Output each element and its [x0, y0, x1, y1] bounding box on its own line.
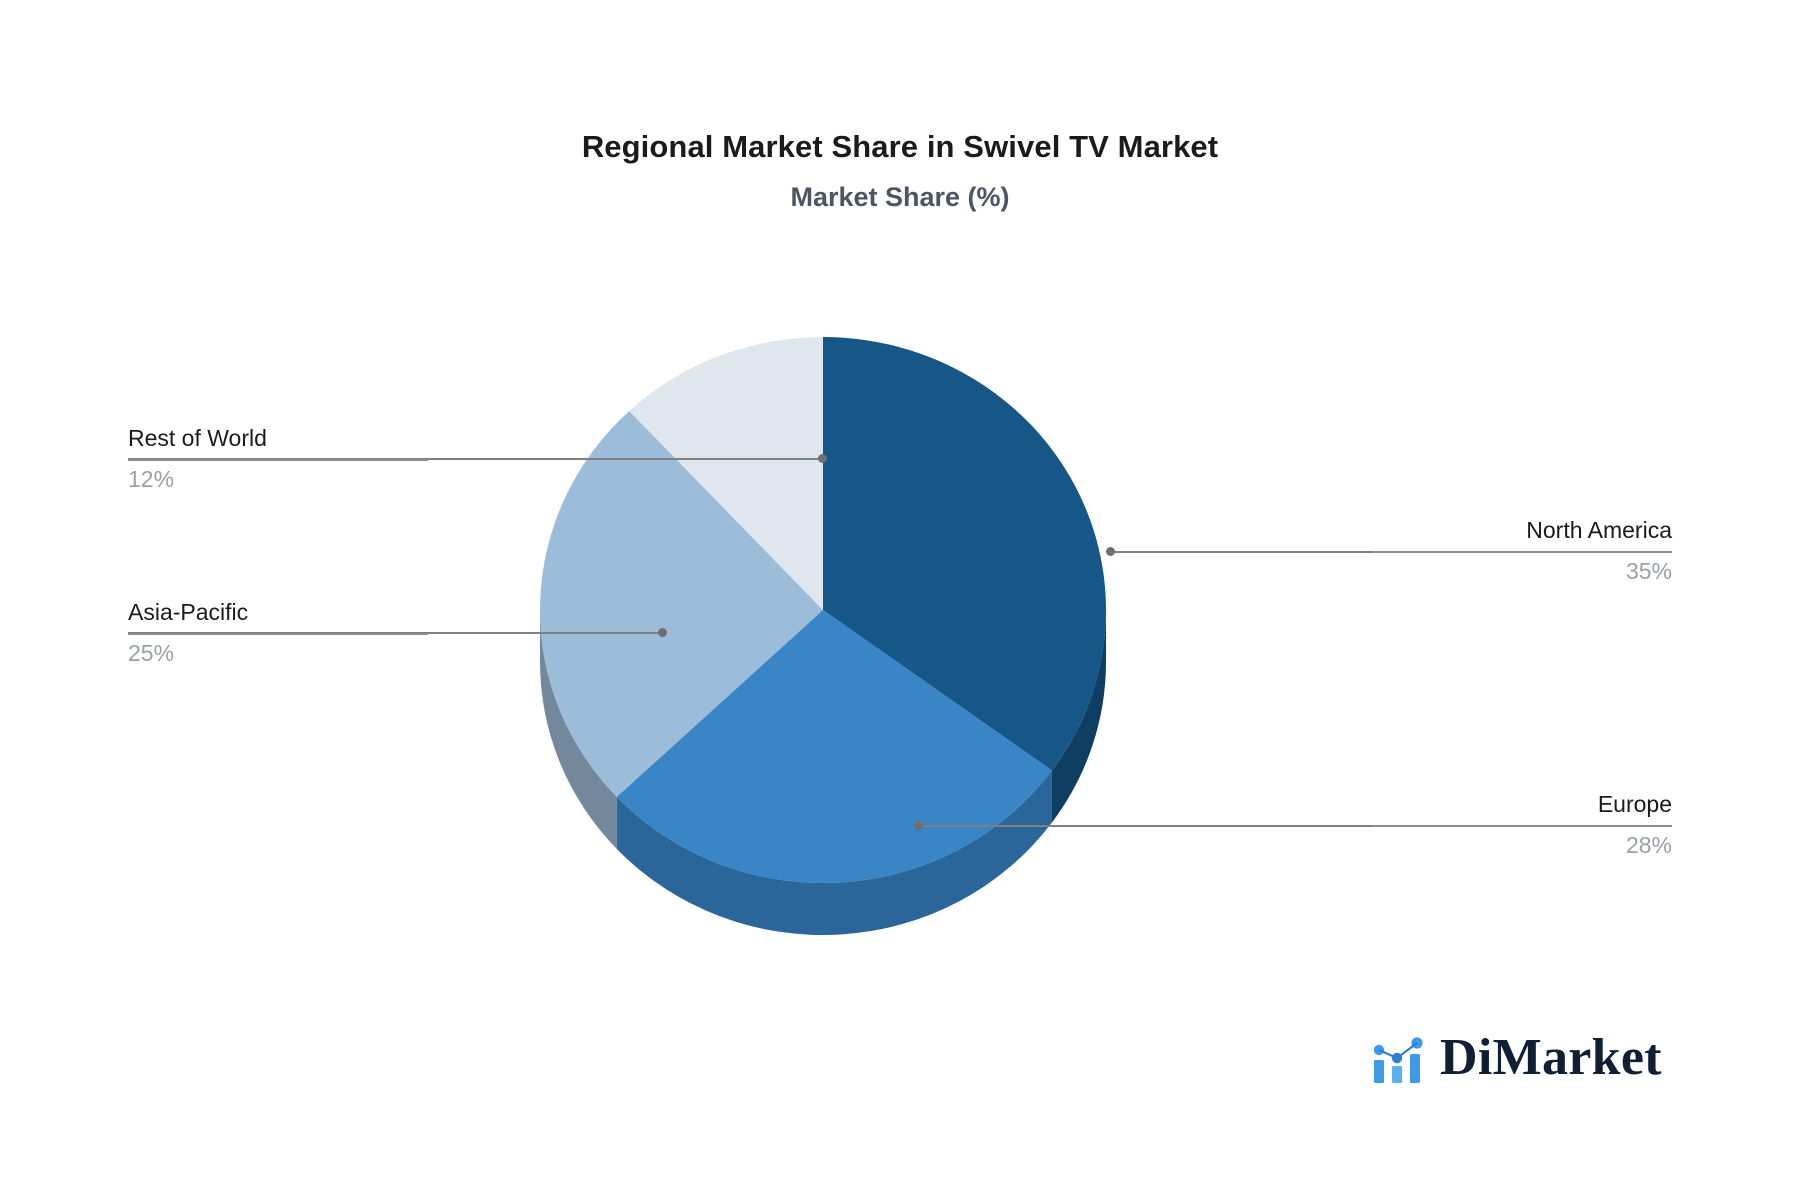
callout-rest-of-world: Rest of World 12% — [128, 424, 428, 494]
callout-europe: Europe 28% — [1372, 790, 1672, 860]
pie-slice-rest-of-world[interactable] — [629, 337, 823, 610]
pie-top-faces — [540, 337, 1106, 883]
leader-dot-north-america — [1106, 547, 1115, 556]
pie-side-north-america — [1051, 610, 1106, 823]
callout-rule-north-america — [1372, 550, 1672, 553]
callout-value-rest-of-world: 12% — [128, 465, 175, 492]
leader-dot-asia-pacific — [658, 628, 667, 637]
callout-label-asia-pacific: Asia-Pacific — [128, 599, 249, 625]
callout-label-rest-of-world: Rest of World — [128, 425, 267, 451]
leader-line-europe — [918, 825, 1672, 827]
callout-rule-rest-of-world — [128, 458, 428, 461]
callout-value-europe: 28% — [1625, 831, 1672, 858]
title-block: Regional Market Share in Swivel TV Marke… — [0, 128, 1800, 214]
callout-rule-asia-pacific — [128, 632, 428, 635]
pie-side-asia-pacific — [540, 610, 617, 849]
callout-rule-europe — [1372, 824, 1672, 827]
logo-text: DiMarket — [1440, 1029, 1662, 1086]
callout-north-america: North America 35% — [1372, 516, 1672, 586]
pie-side-europe — [616, 770, 1052, 935]
leader-line-rest-of-world — [128, 458, 823, 460]
pie-svg — [540, 337, 1106, 935]
callout-asia-pacific: Asia-Pacific 25% — [128, 598, 428, 668]
leader-dot-rest-of-world — [818, 454, 827, 463]
bar-chart-logo-icon — [1373, 1037, 1423, 1083]
leader-dot-europe — [914, 821, 923, 830]
pie-3d-sides — [540, 610, 1106, 935]
chart-subtitle: Market Share (%) — [790, 182, 1010, 213]
pie-chart — [540, 330, 1260, 960]
pie-slice-europe[interactable] — [616, 610, 1052, 883]
callout-value-north-america: 35% — [1625, 557, 1672, 584]
pie-slice-north-america[interactable] — [823, 337, 1106, 771]
callout-value-asia-pacific: 25% — [128, 639, 175, 666]
callout-label-europe: Europe — [1597, 791, 1672, 817]
logo: DiMarket — [1372, 1032, 1662, 1084]
pie-slice-asia-pacific[interactable] — [540, 410, 823, 797]
callout-label-north-america: North America — [1526, 517, 1672, 543]
page-title: Regional Market Share in Swivel TV Marke… — [581, 129, 1219, 164]
